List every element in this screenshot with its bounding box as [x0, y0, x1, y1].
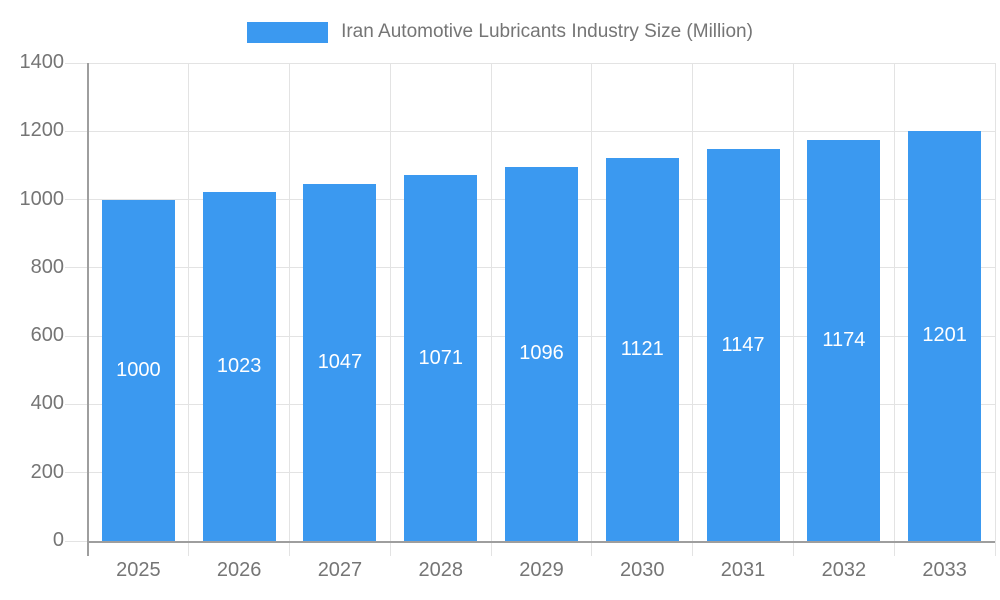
bar[interactable]: 1147 [706, 149, 780, 541]
x-axis-label: 2029 [519, 559, 564, 581]
x-axis-label: 2025 [116, 559, 161, 581]
bar[interactable]: 1174 [807, 140, 881, 541]
bar-value-label: 1201 [922, 324, 967, 347]
bar[interactable]: 1071 [404, 175, 478, 541]
h-gridline [65, 62, 995, 64]
y-axis-label: 1400 [19, 51, 65, 73]
x-axis-label: 2028 [418, 559, 463, 581]
bar-value-label: 1174 [822, 329, 866, 352]
v-gridline [188, 63, 190, 556]
legend-label: Iran Automotive Lubricants Industry Size… [341, 21, 753, 42]
v-gridline [692, 63, 694, 556]
legend-swatch [247, 21, 329, 43]
bar[interactable]: 1023 [202, 191, 276, 541]
bar-value-label: 1096 [519, 342, 564, 365]
v-gridline [792, 63, 794, 556]
v-gridline [591, 63, 593, 556]
y-axis-label: 1200 [19, 119, 65, 142]
bar[interactable]: 1000 [101, 199, 175, 541]
y-axis-label: 1000 [19, 187, 65, 210]
x-axis-label: 2033 [922, 559, 967, 581]
bar-value-label: 1071 [418, 346, 463, 369]
legend[interactable]: Iran Automotive Lubricants Industry Size… [0, 21, 1000, 43]
y-tick [65, 540, 88, 542]
x-axis-line [88, 541, 995, 543]
bar[interactable]: 1047 [303, 183, 377, 541]
y-axis-line [87, 63, 89, 556]
x-axis-label: 2027 [317, 559, 363, 581]
y-axis-label: 400 [30, 392, 64, 415]
v-gridline [389, 63, 391, 556]
bar[interactable]: 1121 [605, 158, 679, 541]
v-gridline [893, 63, 895, 556]
bar[interactable]: 1201 [908, 130, 982, 541]
bar-value-label: 1121 [620, 338, 664, 361]
bar-value-label: 1000 [116, 358, 161, 381]
y-axis-label: 0 [52, 529, 64, 551]
v-gridline [490, 63, 492, 556]
x-axis-label: 2032 [821, 559, 867, 581]
y-axis-label: 600 [30, 324, 64, 347]
bar[interactable]: 1096 [505, 166, 578, 541]
v-gridline [994, 63, 996, 556]
v-gridline [289, 63, 291, 556]
h-gridline [65, 130, 995, 132]
bar-value-label: 1023 [216, 354, 262, 377]
x-axis-label: 2031 [720, 559, 766, 581]
y-axis-label: 800 [30, 255, 64, 278]
y-axis-label: 200 [30, 460, 64, 483]
x-axis-label: 2026 [216, 559, 262, 581]
bar-value-label: 1147 [721, 333, 765, 356]
bar-value-label: 1047 [317, 350, 363, 373]
x-axis-label: 2030 [620, 559, 665, 581]
